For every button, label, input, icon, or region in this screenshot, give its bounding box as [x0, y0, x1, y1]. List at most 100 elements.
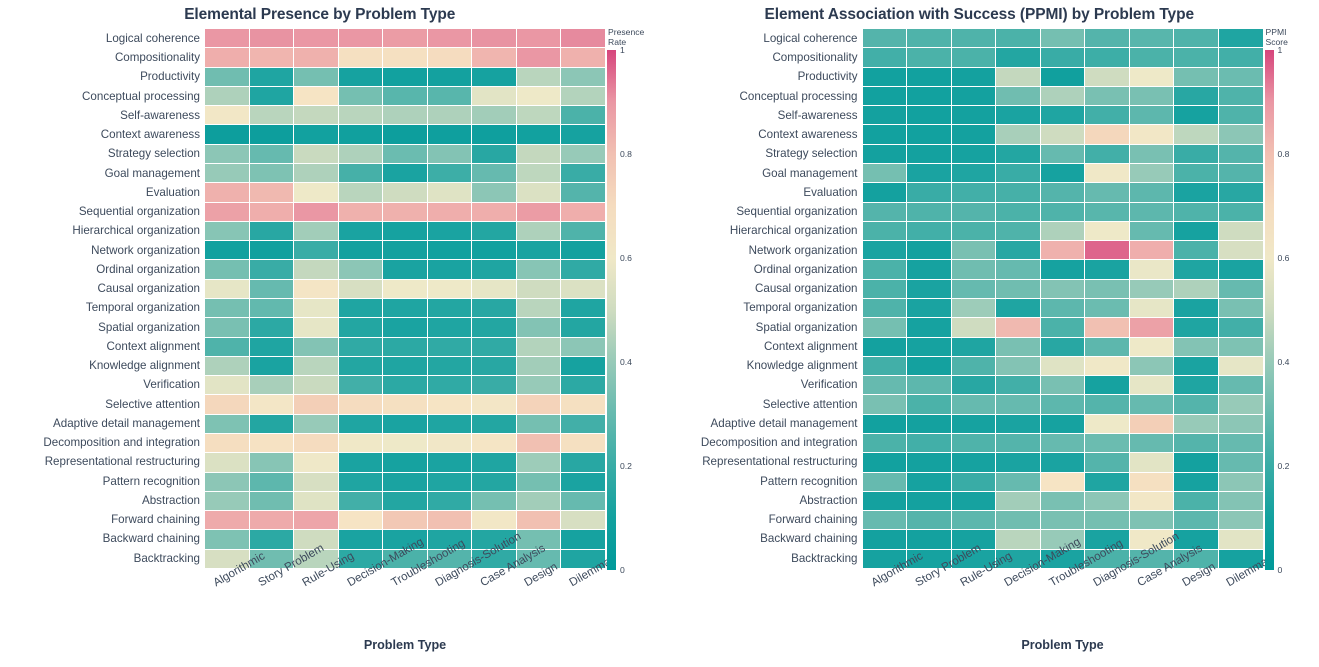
heatmap-cell — [1085, 318, 1129, 337]
heatmap-cell — [996, 279, 1040, 298]
y-axis-tick-label: Decomposition and integration — [43, 436, 200, 450]
heatmap-cell — [996, 299, 1040, 318]
heatmap-cell — [338, 106, 383, 125]
heatmap-cell — [249, 164, 294, 183]
heatmap-cell — [249, 86, 294, 106]
heatmap-cell — [427, 511, 472, 530]
x-axis-tick-labels: Algorithmic Story Problem Rule-Using Decisi… — [863, 530, 1271, 644]
colorbar-tick-label: 0.4 — [620, 357, 632, 367]
heatmap-cell — [472, 125, 516, 144]
heatmap-cell — [383, 318, 427, 337]
heatmap-cell — [907, 356, 951, 376]
heatmap-cell — [1129, 530, 1174, 549]
y-axis-tick-label: Productivity — [140, 70, 200, 84]
heatmap-cell — [205, 434, 249, 453]
heatmap-cell — [561, 183, 605, 202]
heatmap-cell — [1174, 511, 1218, 530]
heatmap-cell — [1129, 183, 1174, 202]
heatmap-cell — [1218, 279, 1263, 298]
heatmap-cell — [294, 164, 338, 183]
heatmap-cell — [862, 221, 907, 241]
heatmap-cell — [249, 434, 294, 453]
y-axis-tick-label: Conceptual processing — [82, 89, 200, 103]
heatmap-cell — [472, 29, 516, 48]
heatmap-cell — [862, 183, 907, 202]
heatmap-cell — [516, 144, 561, 163]
heatmap-cell — [907, 414, 951, 433]
heatmap-cell — [1129, 164, 1174, 183]
heatmap-cell — [561, 337, 605, 356]
heatmap-cell — [338, 221, 383, 241]
heatmap-cell — [516, 395, 561, 414]
heatmap-cell — [516, 337, 561, 356]
heatmap-cell — [1174, 164, 1218, 183]
heatmap-cell — [294, 549, 338, 568]
heatmap-cell — [1085, 86, 1129, 106]
heatmap-cell — [561, 48, 605, 67]
heatmap-cell — [427, 202, 472, 221]
heatmap-cell — [907, 106, 951, 125]
heatmap-cell — [951, 318, 996, 337]
y-axis-tick-label: Evaluation — [145, 185, 200, 199]
heatmap-cell — [1218, 221, 1263, 241]
heatmap-cell — [1129, 511, 1174, 530]
heatmap-cell — [1129, 395, 1174, 414]
heatmap-cell — [472, 67, 516, 86]
heatmap-cell — [1085, 491, 1129, 511]
heatmap-cell — [427, 86, 472, 106]
heatmap-cell — [294, 414, 338, 433]
heatmap-cell — [561, 221, 605, 241]
y-axis-tick-label: Backtracking — [133, 551, 200, 565]
heatmap-cell — [1218, 472, 1263, 491]
heatmap-cell — [383, 491, 427, 511]
heatmap-cell — [1174, 260, 1218, 279]
heatmap-cell — [996, 414, 1040, 433]
y-axis-tick-label: Backtracking — [791, 551, 858, 565]
heatmap-cell — [1040, 48, 1085, 67]
y-axis-tick-label: Context awareness — [758, 128, 858, 142]
heatmap-cell — [1129, 279, 1174, 298]
heatmap-cell — [383, 106, 427, 125]
heatmap-cell — [951, 337, 996, 356]
heatmap-cell — [1040, 241, 1085, 260]
heatmap-cell — [907, 453, 951, 472]
heatmap-cell — [1040, 299, 1085, 318]
heatmap-cell — [205, 549, 249, 568]
heatmap-cell — [472, 202, 516, 221]
heatmap-cell — [862, 414, 907, 433]
heatmap-cell — [1129, 125, 1174, 144]
heatmap-cell — [383, 48, 427, 67]
heatmap-cell — [1040, 491, 1085, 511]
heatmap-cell — [907, 29, 951, 48]
heatmap-cell — [516, 48, 561, 67]
y-axis-tick-label: Hierarchical organization — [729, 224, 858, 238]
heatmap-cell — [294, 376, 338, 395]
heatmap-cell — [862, 511, 907, 530]
y-axis-tick-label: Ordinal organization — [96, 262, 200, 276]
heatmap-cell — [862, 434, 907, 453]
y-axis-tick-label: Causal organization — [755, 282, 858, 296]
heatmap-cell — [1129, 472, 1174, 491]
heatmap-cell — [996, 549, 1040, 568]
heatmap-cell — [1174, 337, 1218, 356]
colorbar-tick-label: 1 — [1277, 45, 1283, 55]
heatmap-cell — [205, 395, 249, 414]
heatmap-cell — [561, 67, 605, 86]
heatmap-cell — [996, 144, 1040, 163]
heatmap-cell — [1218, 106, 1263, 125]
heatmap-cell — [951, 106, 996, 125]
heatmap-cell — [1085, 106, 1129, 125]
heatmap-cell — [951, 164, 996, 183]
y-axis-tick-label: Goal management — [762, 166, 858, 180]
heatmap-cell — [561, 530, 605, 549]
heatmap-cell — [561, 453, 605, 472]
heatmap-cell — [472, 106, 516, 125]
heatmap-cell — [427, 67, 472, 86]
heatmap-cell — [249, 299, 294, 318]
heatmap-cell — [427, 299, 472, 318]
heatmap-cell — [294, 29, 338, 48]
heatmap-cell — [1129, 356, 1174, 376]
heatmap-cell — [338, 164, 383, 183]
heatmap-cell — [862, 164, 907, 183]
heatmap-cell — [996, 356, 1040, 376]
